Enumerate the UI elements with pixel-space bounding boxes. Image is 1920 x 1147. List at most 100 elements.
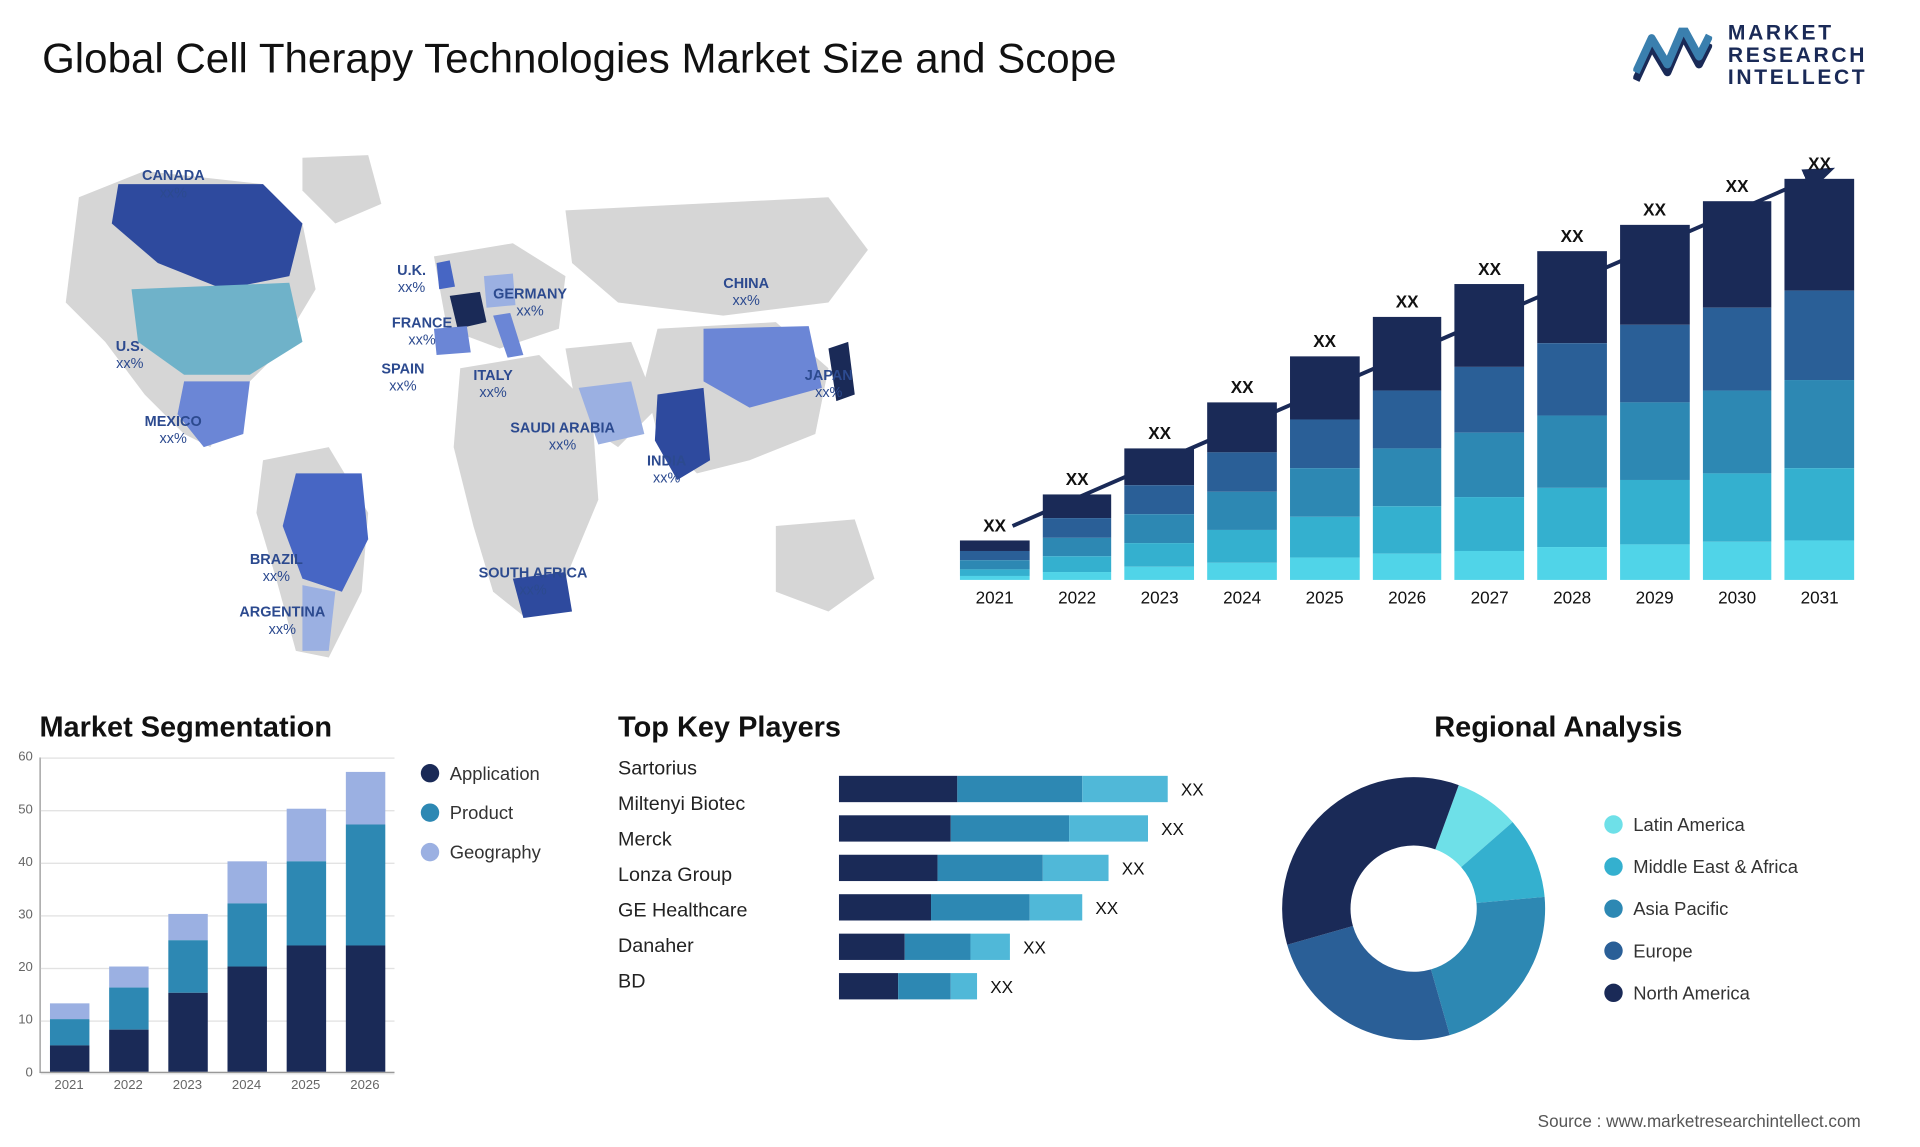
player-name: Lonza Group (618, 864, 815, 886)
source-text: Source : www.marketresearchintellect.com (1538, 1111, 1861, 1131)
player-segment (938, 855, 1043, 881)
player-name: BD (618, 970, 815, 992)
forecast-segment (1455, 367, 1524, 432)
player-segment (1043, 855, 1109, 881)
player-value-label: XX (1181, 779, 1204, 799)
legend-label: Application (450, 763, 540, 784)
forecast-value-label: XX (1066, 469, 1089, 489)
player-segment (898, 973, 951, 999)
forecast-segment (1620, 402, 1689, 480)
map-label-china: CHINAxx% (723, 276, 769, 309)
forecast-bar-2022: XX2022 (1042, 469, 1111, 607)
y-tick-label: 40 (18, 855, 41, 869)
regional-chart: Regional Analysis Latin AmericaMiddle Ea… (1262, 710, 1854, 1105)
players-names: SartoriusMiltenyi BiotecMerckLonza Group… (618, 757, 815, 999)
legend-label: North America (1633, 982, 1750, 1003)
map-label-spain: SPAINxx% (381, 362, 424, 395)
forecast-segment (1702, 391, 1771, 474)
map-label-germany: GERMANYxx% (493, 287, 567, 320)
legend-label: Latin America (1633, 814, 1745, 835)
player-bar-row: XX (839, 815, 1262, 841)
map-label-brazil: BRAZILxx% (250, 552, 303, 585)
player-segment (839, 894, 931, 920)
regional-donut (1262, 757, 1564, 1059)
forecast-segment (1372, 506, 1441, 553)
forecast-value-label: XX (1478, 259, 1501, 279)
player-segment (839, 815, 951, 841)
gridline (41, 1073, 395, 1074)
y-tick-label: 50 (18, 803, 41, 817)
forecast-bar-2023: XX2023 (1125, 423, 1194, 607)
player-segment (839, 934, 905, 960)
logo-line2: RESEARCH (1728, 46, 1867, 68)
forecast-segment (1207, 562, 1276, 580)
players-bars: XXXXXXXXXXXX (839, 757, 1262, 999)
player-name: GE Healthcare (618, 899, 815, 921)
regional-legend-item: Europe (1604, 940, 1798, 961)
player-bar-row: XX (839, 894, 1262, 920)
forecast-segment (1042, 494, 1111, 518)
legend-dot-icon (1604, 857, 1622, 875)
donut-slice (1431, 897, 1545, 1035)
forecast-bar-2026: XX2026 (1372, 292, 1441, 608)
player-segment (951, 973, 977, 999)
player-segment (1082, 776, 1167, 802)
seg-segment (168, 940, 207, 993)
seg-year-label: 2023 (173, 1078, 202, 1092)
legend-dot-icon (1604, 942, 1622, 960)
forecast-value-label: XX (1396, 292, 1419, 312)
segmentation-chart: Market Segmentation 0102030405060 2021 20… (39, 710, 591, 1105)
forecast-segment (1207, 452, 1276, 491)
forecast-segment (1042, 556, 1111, 571)
map-label-india: INDIAxx% (647, 454, 686, 487)
map-label-mexico: MEXICOxx% (145, 414, 202, 447)
player-bar-row: XX (839, 934, 1262, 960)
player-value-label: XX (1161, 819, 1184, 839)
player-name: Sartorius (618, 757, 815, 779)
forecast-year-label: 2027 (1471, 588, 1509, 608)
forecast-segment (960, 541, 1029, 552)
seg-segment (345, 825, 384, 946)
y-tick-label: 20 (18, 961, 41, 975)
legend-dot-icon (1604, 984, 1622, 1002)
forecast-value-label: XX (1148, 423, 1171, 443)
forecast-segment (1702, 307, 1771, 390)
player-value-label: XX (1023, 937, 1046, 957)
forecast-segment (1207, 530, 1276, 562)
forecast-segment (1537, 251, 1606, 343)
segmentation-title: Market Segmentation (39, 710, 591, 744)
forecast-bar-2027: XX 2027 (1455, 259, 1524, 607)
seg-legend-item: Geography (421, 842, 541, 863)
player-value-label: XX (1122, 858, 1145, 878)
logo-text: MARKET RESEARCH INTELLECT (1728, 24, 1867, 90)
seg-bar-2021 (51, 1003, 90, 1071)
forecast-segment (1042, 571, 1111, 580)
seg-year-label: 2021 (54, 1078, 83, 1092)
donut-slice (1282, 777, 1459, 945)
donut-slice (1287, 926, 1450, 1040)
regional-legend-item: Asia Pacific (1604, 898, 1798, 919)
segmentation-legend: ApplicationProductGeography (421, 763, 541, 863)
legend-dot-icon (421, 764, 439, 782)
forecast-bar-2025: XX2025 (1290, 331, 1359, 607)
forecast-value-label: XX (1231, 377, 1254, 397)
forecast-segment (960, 552, 1029, 561)
player-segment (931, 894, 1030, 920)
map-label-uk: U.K.xx% (397, 263, 426, 296)
seg-year-label: 2024 (232, 1078, 261, 1092)
forecast-segment (1620, 225, 1689, 324)
forecast-value-label: XX (1643, 200, 1666, 220)
forecast-segment (1290, 558, 1359, 580)
forecast-segment (1455, 550, 1524, 580)
legend-label: Europe (1633, 940, 1692, 961)
map-label-argentina: ARGENTINAxx% (239, 605, 325, 638)
regional-legend: Latin AmericaMiddle East & AfricaAsia Pa… (1604, 814, 1798, 1003)
forecast-segment (1702, 201, 1771, 307)
forecast-year-label: 2021 (976, 588, 1014, 608)
seg-bar-2022 (109, 967, 148, 1072)
map-label-saudiarabia: SAUDI ARABIAxx% (510, 421, 615, 454)
segmentation-plot: 0102030405060 (39, 757, 394, 1073)
forecast-segment (1125, 514, 1194, 543)
players-chart: Top Key Players SartoriusMiltenyi Biotec… (618, 710, 1262, 1105)
seg-segment (286, 809, 325, 862)
